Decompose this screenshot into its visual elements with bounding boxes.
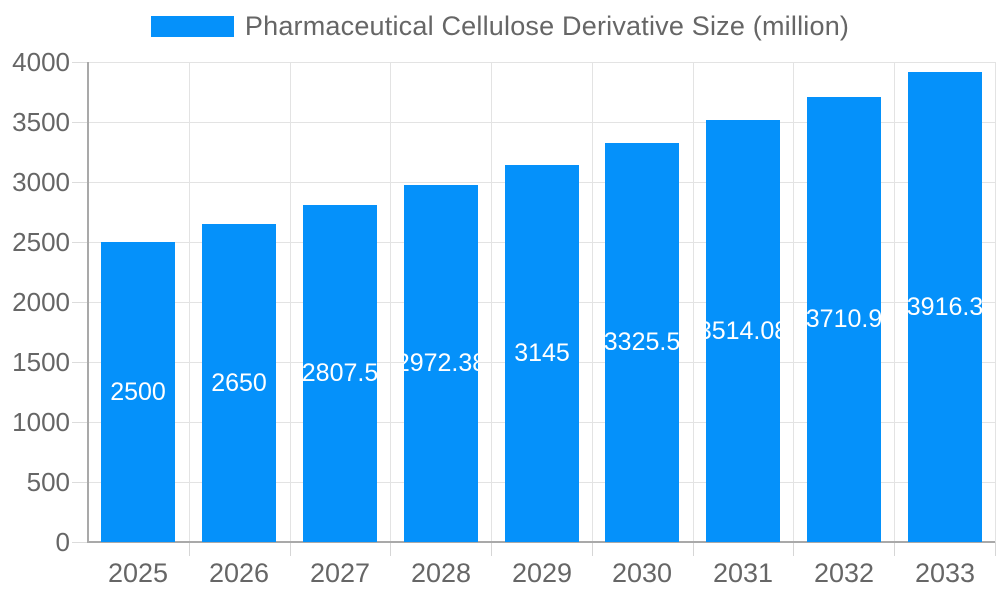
x-gridline xyxy=(693,62,694,542)
x-axis-tick xyxy=(693,542,694,556)
y-gridline xyxy=(88,122,995,123)
y-axis-tick-label: 4000 xyxy=(12,47,70,77)
bar-2033[interactable]: 3916.3 xyxy=(908,72,982,542)
x-axis-tick xyxy=(995,542,996,556)
x-gridline xyxy=(592,62,593,542)
y-axis-tick-label: 0 xyxy=(55,527,70,557)
y-axis-line xyxy=(87,62,89,542)
x-axis-tick xyxy=(189,542,190,556)
x-axis-line xyxy=(87,541,995,543)
y-axis-tick-label: 1000 xyxy=(12,407,70,437)
y-gridline xyxy=(88,62,995,63)
y-axis-tick xyxy=(72,362,88,363)
y-axis-tick-label: 2500 xyxy=(12,227,70,257)
y-axis-tick-label: 1500 xyxy=(12,347,70,377)
bar-2030[interactable]: 3325.5 xyxy=(605,143,679,542)
y-axis-tick xyxy=(72,242,88,243)
y-axis-tick xyxy=(72,422,88,423)
x-axis-tick-label: 2028 xyxy=(410,558,472,588)
y-axis-tick-label: 3000 xyxy=(12,167,70,197)
x-gridline xyxy=(894,62,895,542)
bar-value-label: 3514.08 xyxy=(706,316,780,345)
bar-2028[interactable]: 2972.38 xyxy=(404,185,478,542)
bar-value-label: 3710.9 xyxy=(807,305,881,333)
y-axis-tick-label: 500 xyxy=(26,467,70,497)
bar-value-label: 3916.3 xyxy=(908,292,982,321)
bar-value-label: 2807.5 xyxy=(303,359,377,387)
bar-2025[interactable]: 2500 xyxy=(101,242,175,542)
bar-value-label: 3325.5 xyxy=(605,328,679,356)
bar-2027[interactable]: 2807.5 xyxy=(303,205,377,542)
x-axis-tick-label: 2033 xyxy=(914,558,976,588)
x-gridline xyxy=(290,62,291,542)
x-axis-tick-label: 2025 xyxy=(107,558,169,588)
y-axis-tick xyxy=(72,482,88,483)
bar-value-label: 2972.38 xyxy=(404,349,478,377)
y-axis-tick xyxy=(72,182,88,183)
bar-2026[interactable]: 2650 xyxy=(202,224,276,542)
x-axis-tick-label: 2027 xyxy=(309,558,371,588)
x-axis-tick xyxy=(491,542,492,556)
y-axis-tick-label: 2000 xyxy=(12,287,70,317)
legend-swatch-icon xyxy=(150,15,234,37)
x-gridline xyxy=(793,62,794,542)
y-axis-tick xyxy=(72,542,88,543)
x-axis-tick-label: 2030 xyxy=(611,558,673,588)
y-axis-tick xyxy=(72,62,88,63)
x-axis-tick xyxy=(894,542,895,556)
bar-2031[interactable]: 3514.08 xyxy=(706,120,780,542)
legend[interactable]: Pharmaceutical Cellulose Derivative Size… xyxy=(0,0,1000,52)
y-axis-tick xyxy=(72,302,88,303)
bar-2032[interactable]: 3710.9 xyxy=(807,97,881,542)
bar-value-label: 3145 xyxy=(514,339,570,367)
x-axis-tick-label: 2029 xyxy=(511,558,573,588)
x-axis-tick-label: 2032 xyxy=(813,558,875,588)
x-axis-tick-label: 2026 xyxy=(208,558,270,588)
x-gridline xyxy=(189,62,190,542)
bar-value-label: 2500 xyxy=(110,377,166,406)
legend-label: Pharmaceutical Cellulose Derivative Size… xyxy=(244,10,850,41)
x-gridline xyxy=(995,62,996,542)
x-axis-tick xyxy=(793,542,794,556)
y-axis-tick-label: 3500 xyxy=(12,107,70,137)
x-axis-tick xyxy=(290,542,291,556)
x-axis-tick-label: 2031 xyxy=(712,558,774,588)
bar-value-label: 2650 xyxy=(211,368,267,397)
x-axis-tick xyxy=(592,542,593,556)
x-gridline xyxy=(390,62,391,542)
x-gridline xyxy=(491,62,492,542)
bar-2029[interactable]: 3145 xyxy=(505,165,579,542)
x-axis-tick xyxy=(390,542,391,556)
y-axis-tick xyxy=(72,122,88,123)
